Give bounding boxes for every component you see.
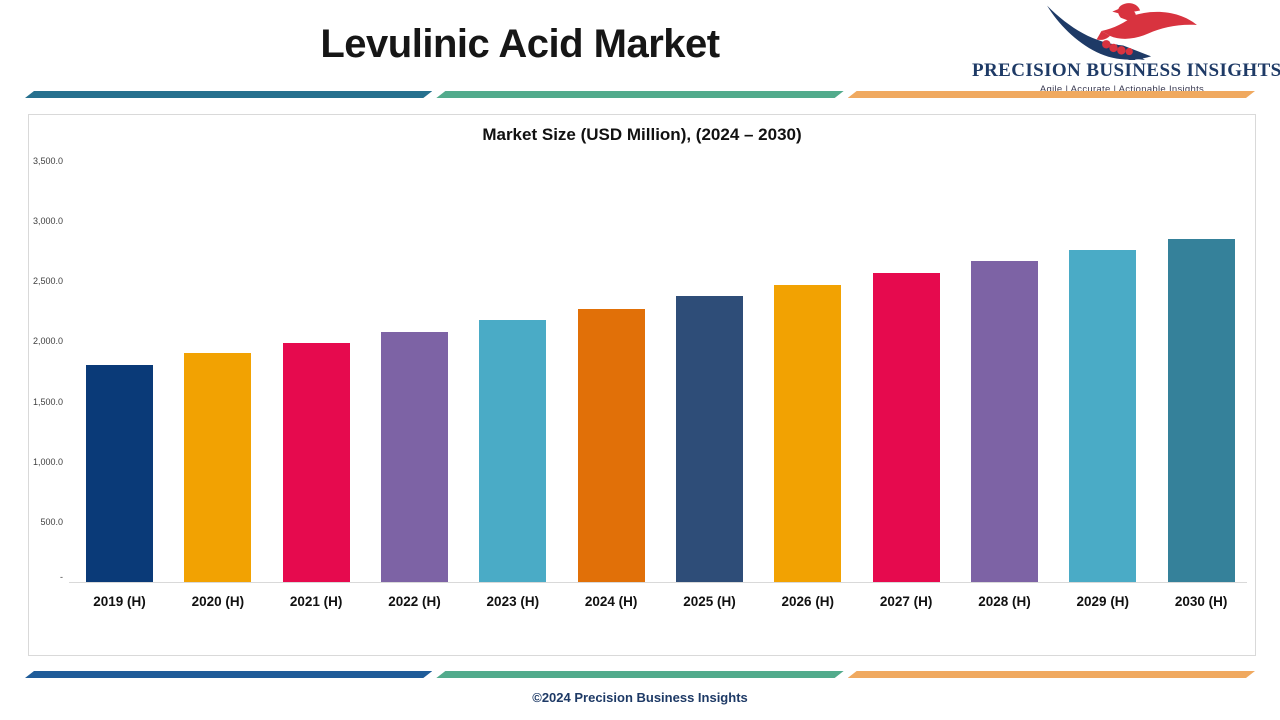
x-axis-category-label: 2023 (H) (486, 594, 540, 609)
x-axis-category-label: 2030 (H) (1174, 594, 1228, 609)
eagle-logo-icon (972, 2, 1272, 60)
copyright-footer: ©2024 Precision Business Insights (532, 690, 748, 705)
bottom-divider (25, 671, 1255, 678)
x-axis-category-label: 2022 (H) (388, 594, 441, 609)
x-axis-category-label: 2027 (H) (879, 594, 933, 609)
chart-panel: Market Size (USD Million), (2024 – 2030)… (28, 114, 1256, 656)
y-axis-tick-label: 1,500.0 (32, 396, 63, 407)
divider-segment-blue (25, 91, 432, 98)
bar-2026 (H) (774, 285, 842, 582)
x-axis-category-label: 2028 (H) (978, 594, 1031, 609)
top-divider (25, 91, 1255, 98)
chart-title: Market Size (USD Million), (2024 – 2030) (482, 125, 802, 144)
x-axis-line (69, 582, 1247, 583)
bar-2025 (H) (675, 296, 743, 582)
y-axis-tick-label: 1,000.0 (32, 456, 63, 467)
bar-2029 (H) (1069, 250, 1137, 582)
bar-2023 (H) (479, 320, 547, 582)
x-axis-category-label: 2020 (H) (191, 594, 245, 609)
x-axis-category-label: 2026 (H) (781, 594, 835, 609)
x-axis-category-label: 2029 (H) (1076, 594, 1130, 609)
y-axis-tick-label: 3,000.0 (32, 216, 63, 227)
bar-2022 (H) (380, 331, 448, 582)
divider-segment-orange (848, 671, 1255, 678)
divider-segment-green (436, 671, 843, 678)
x-axis-category-label: 2021 (H) (289, 594, 343, 609)
divider-segment-green (436, 91, 843, 98)
y-axis-tick-label: 500.0 (40, 516, 63, 527)
y-axis-tick-label: 2,000.0 (32, 336, 63, 347)
bar-2020 (H) (184, 353, 252, 582)
bar-2021 (H) (282, 343, 350, 582)
page-title: Levulinic Acid Market (320, 22, 720, 66)
divider-segment-orange (848, 91, 1255, 98)
company-logo: PRECISION BUSINESS INSIGHTS Agile | Accu… (972, 0, 1280, 95)
y-axis-tick-label: 3,500.0 (32, 156, 63, 166)
x-axis-category-label: 2025 (H) (683, 594, 736, 609)
bar-2027 (H) (872, 272, 940, 582)
logo-tagline: Agile | Accurate | Actionable Insights (1039, 84, 1205, 95)
y-axis-labels: - 500.0 1,000.0 1,500.0 2,000.0 2,500.0 3,000.… (29, 115, 63, 655)
bar-2028 (H) (970, 261, 1038, 582)
x-axis-category-label: 2024 (H) (584, 594, 638, 609)
divider-segment-blue (25, 671, 432, 678)
y-axis-tick-label: 2,500.0 (32, 276, 63, 287)
bar-2019 (H) (86, 365, 153, 582)
bar-2024 (H) (577, 308, 645, 582)
logo-company-name: PRECISION BUSINESS INSIGHTS (972, 60, 1280, 81)
x-axis-category-label: 2019 (H) (93, 594, 146, 609)
y-axis-tick-label: - (60, 572, 63, 582)
bar-2030 (H) (1167, 238, 1235, 582)
